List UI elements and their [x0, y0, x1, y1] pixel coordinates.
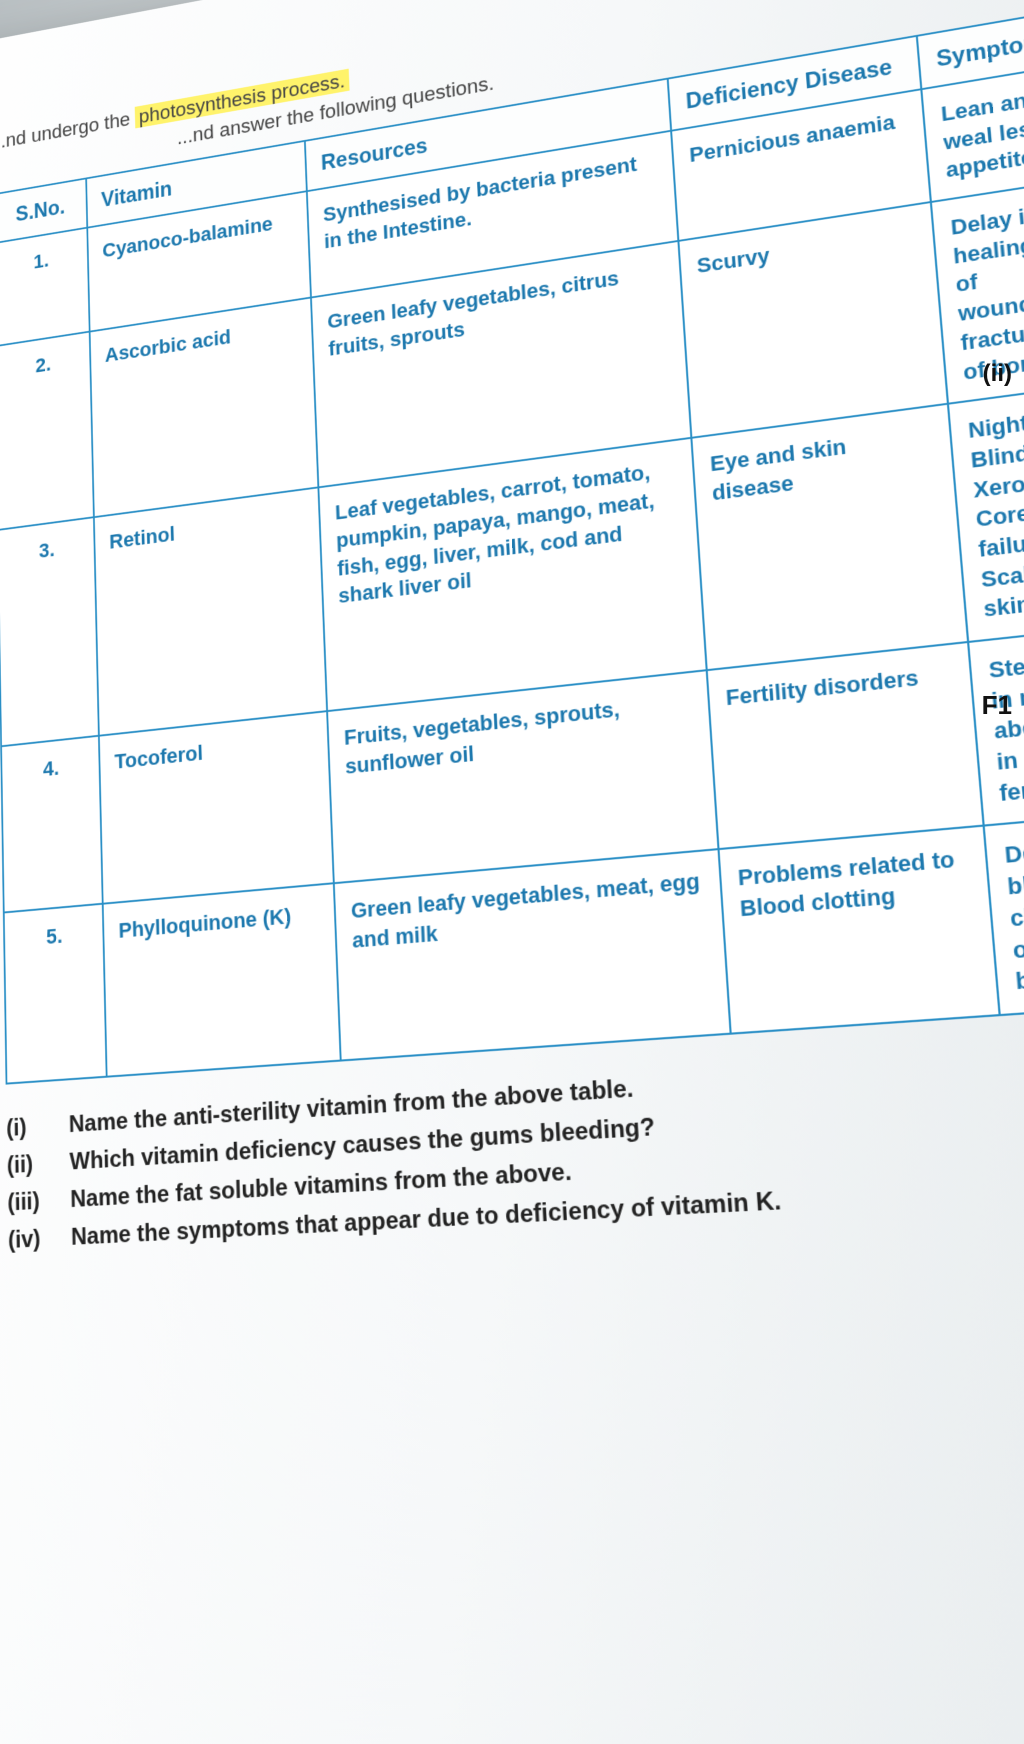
cell-sno: 2. — [0, 332, 94, 530]
margin-note-ii: (ii) — [983, 360, 1012, 388]
cell-deficiency: Scurvy — [678, 202, 948, 438]
cell-sno: 4. — [1, 736, 103, 913]
cell-symptoms: Lean and weal less appetite. — [921, 67, 1024, 202]
header-line-1-prefix: ...nd undergo the — [0, 107, 136, 154]
cell-vitamin: Retinol — [94, 488, 327, 736]
table-body: 1. Cyanoco-balamine Synthesised by bacte… — [0, 67, 1024, 1084]
margin-note-f1: F1 — [982, 690, 1012, 721]
question-num: (iii) — [7, 1186, 70, 1217]
cell-sno: 5. — [4, 904, 107, 1083]
cell-vitamin: Ascorbic acid — [90, 298, 319, 518]
paper-sheet: [TS June-19] ...nd undergo the photosynt… — [0, 0, 1024, 1744]
question-num: (i) — [6, 1111, 69, 1142]
cell-deficiency: Eye and skin disease — [691, 404, 968, 670]
cell-vitamin: Phylloquinone (K) — [103, 884, 341, 1077]
question-num: (ii) — [7, 1149, 70, 1180]
cell-vitamin: Tocoferol — [99, 711, 334, 904]
cell-resources: Leaf vegetables, carrot, tomato, pumpkin… — [318, 438, 706, 711]
cell-resources: Green leafy vegetables, meat, egg and mi… — [334, 850, 731, 1061]
page-background: [TS June-19] ...nd undergo the photosynt… — [0, 0, 1024, 1744]
cell-sno: 1. — [0, 228, 90, 347]
cell-deficiency: Fertility disorders — [707, 642, 984, 850]
question-num: (iv) — [8, 1224, 72, 1255]
cell-deficiency: Problems related to Blood clotting — [719, 826, 1000, 1033]
cell-sno: 3. — [0, 517, 99, 746]
vitamin-table: S.No. Vitamin Resources Deficiency Disea… — [0, 12, 1024, 1085]
